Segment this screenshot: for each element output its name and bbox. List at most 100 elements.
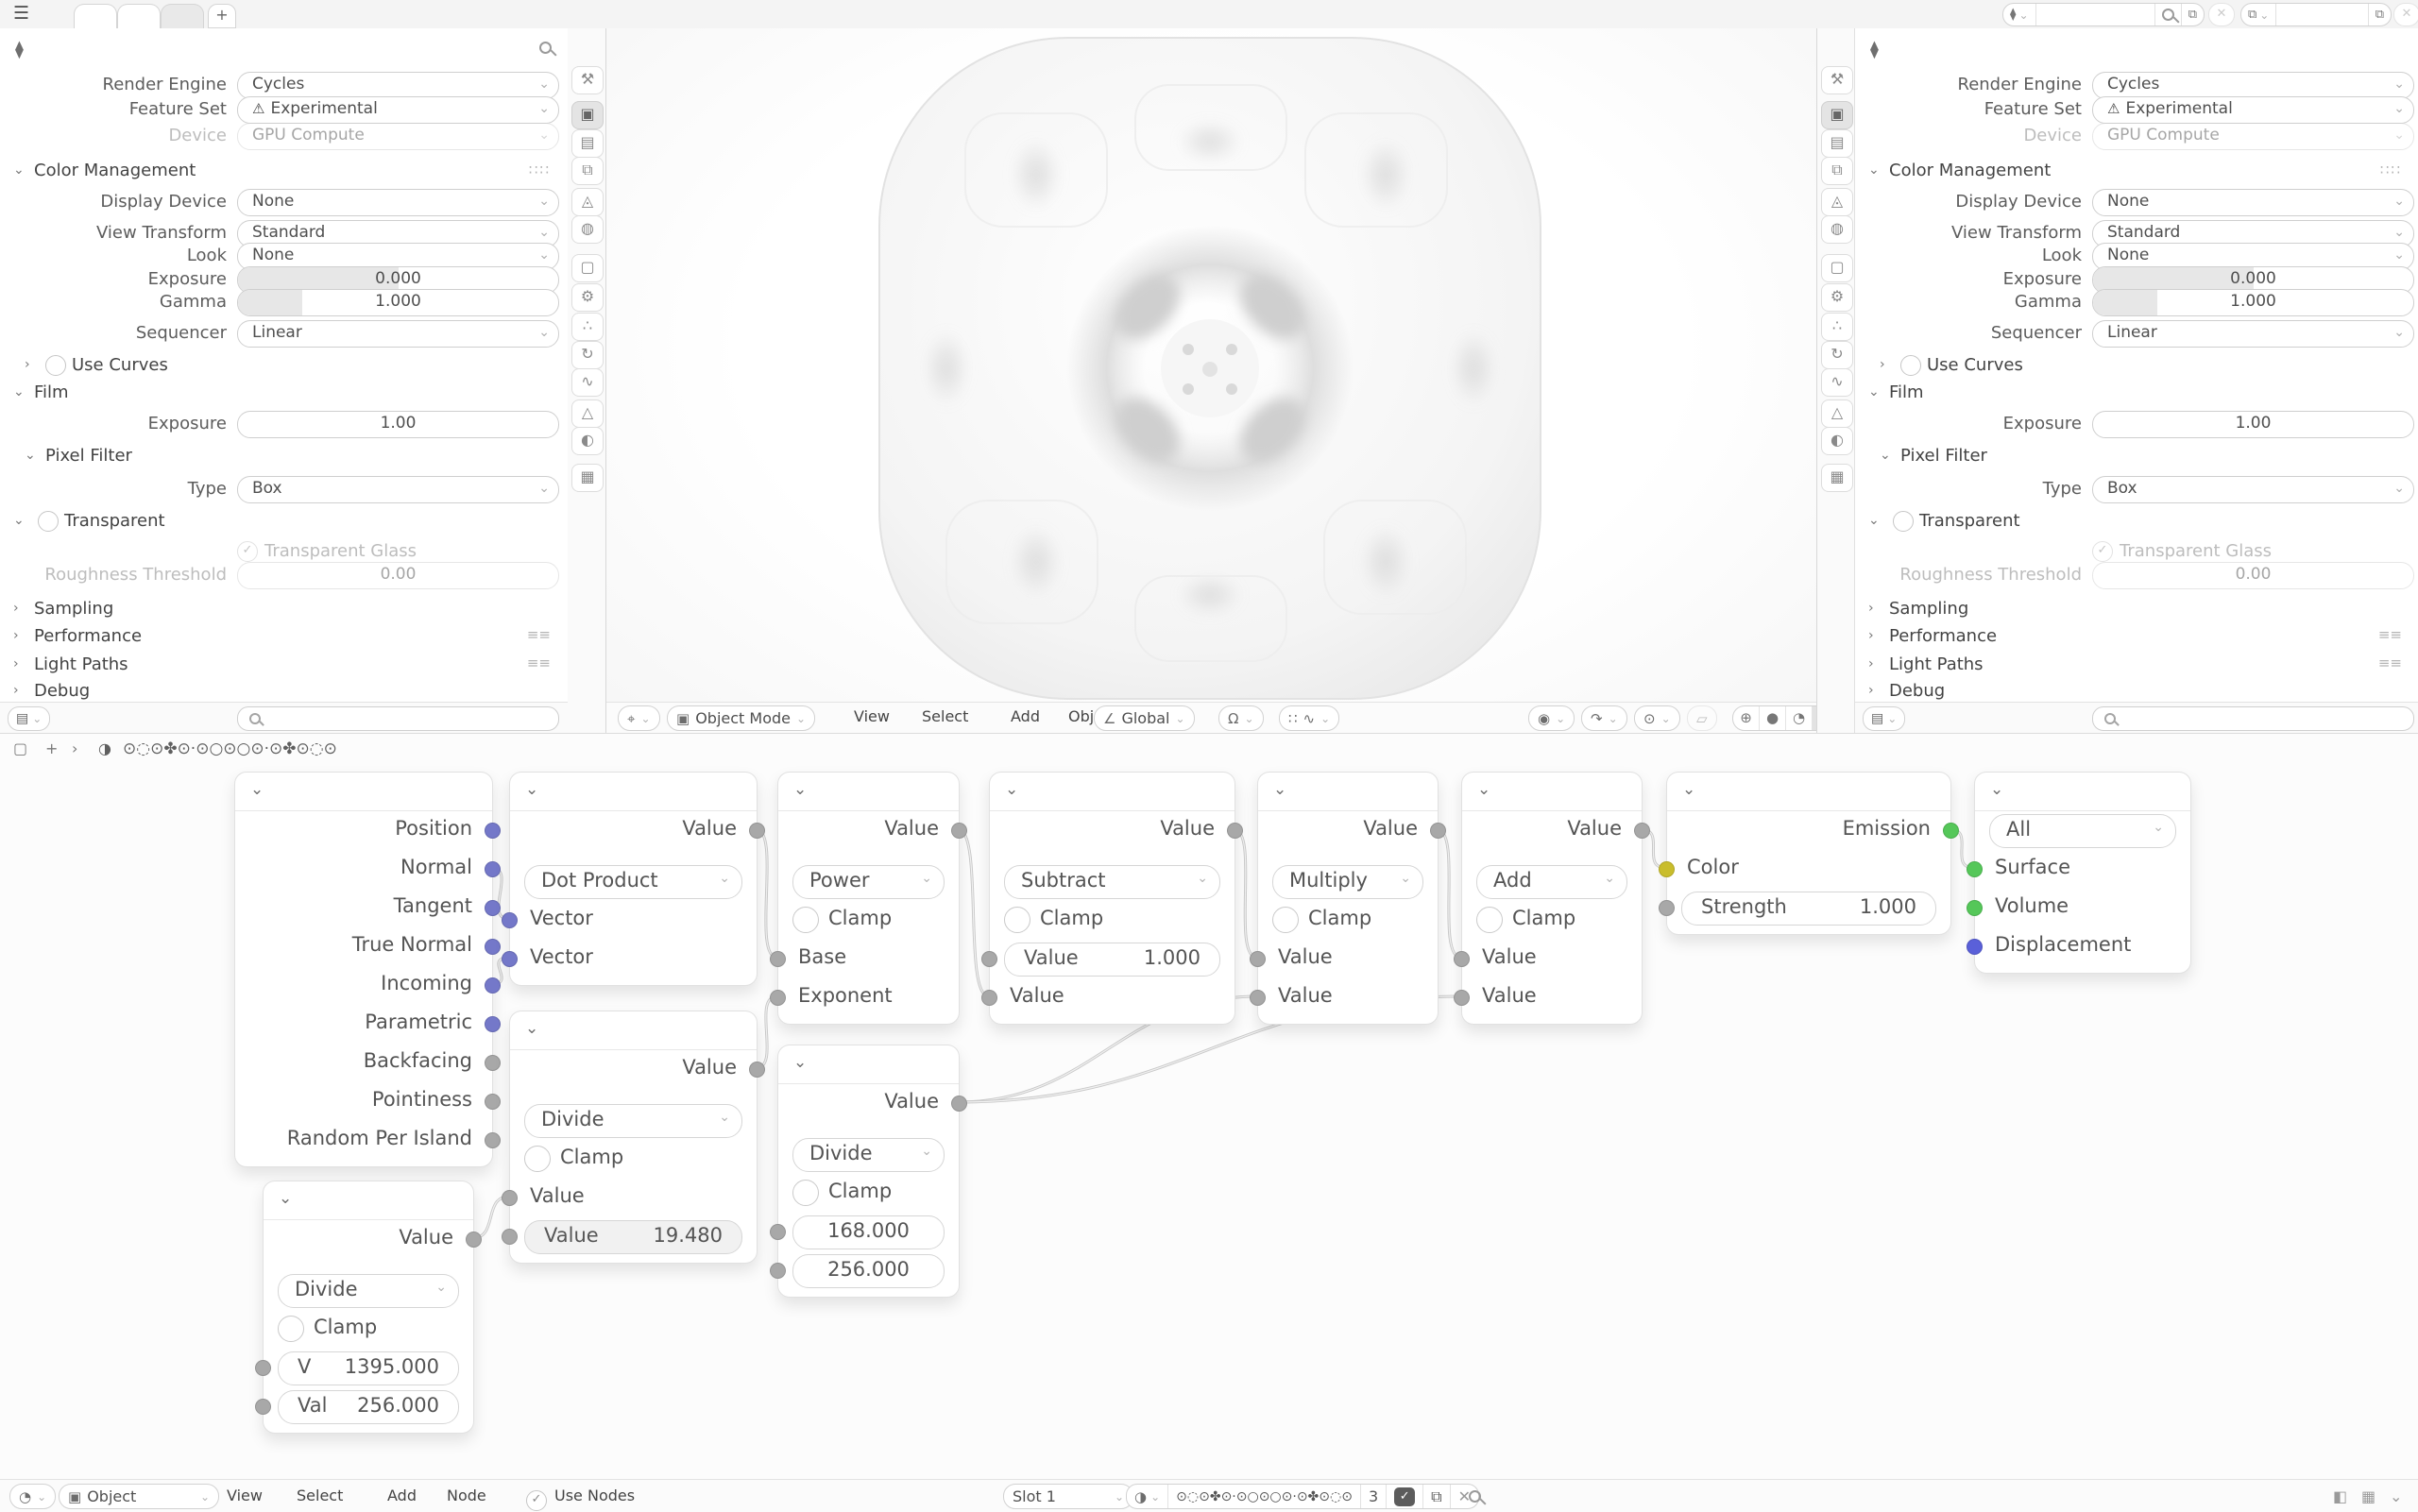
- pin-icon[interactable]: [2155, 4, 2182, 25]
- node-collapse-chevron-icon[interactable]: ⌄: [793, 780, 808, 799]
- properties-tab-object[interactable]: ▢: [1821, 254, 1853, 282]
- section-label-film[interactable]: Film: [1889, 382, 1924, 402]
- use-nodes-checkbox[interactable]: ✓ Use Nodes: [526, 1487, 635, 1511]
- node-operation-dropdown[interactable]: Dot Product ⌄: [524, 865, 742, 899]
- node-operation-dropdown[interactable]: Divide ⌄: [278, 1274, 459, 1308]
- clamp-checkbox[interactable]: [1004, 907, 1030, 933]
- hamburger-menu-icon[interactable]: ☰: [13, 3, 30, 24]
- output-socket[interactable]: [749, 1062, 765, 1078]
- properties-tab-constraints[interactable]: ∿: [571, 368, 604, 397]
- viewport-3d[interactable]: ⌖⌄▣Object Mode⌄ViewSelectAddObject∠Globa…: [606, 28, 1897, 733]
- section-menu-icon[interactable]: ≡≡: [2377, 626, 2402, 643]
- node-value-field[interactable]: Strength 1.000: [1681, 892, 1936, 926]
- output-socket[interactable]: [485, 977, 501, 994]
- section-chevron-icon[interactable]: ⌄: [13, 513, 25, 528]
- properties-tab-scene[interactable]: ◬: [1821, 188, 1853, 216]
- section-label-sampling[interactable]: Sampling: [1889, 599, 1969, 619]
- input-socket[interactable]: [770, 1224, 786, 1240]
- node-power[interactable]: ⌄ Value Power ⌄ Clamp Base Exponent: [770, 772, 967, 1025]
- property-input-exposure[interactable]: 1.00: [237, 411, 559, 438]
- node-collapse-chevron-icon[interactable]: ⌄: [1682, 780, 1696, 799]
- properties-tab-world[interactable]: ◍: [571, 215, 604, 244]
- input-socket[interactable]: [255, 1399, 271, 1415]
- material-droplet-icon[interactable]: ⧫ ⌄: [2003, 4, 2036, 25]
- input-socket[interactable]: [981, 951, 997, 967]
- gizmo-options[interactable]: ↷ ⌄: [1581, 705, 1627, 731]
- section-chevron-icon[interactable]: ›: [13, 628, 19, 643]
- section-menu-icon[interactable]: ≡≡: [2377, 654, 2402, 671]
- section-chevron-icon[interactable]: ›: [1868, 601, 1874, 616]
- input-socket[interactable]: [1967, 939, 1983, 955]
- snapping-options[interactable]: Ω ⌄: [1218, 705, 1264, 731]
- node-value-field[interactable]: 256.000: [792, 1254, 945, 1288]
- output-socket[interactable]: [951, 823, 967, 839]
- node-value-field[interactable]: Value 19.480: [524, 1220, 742, 1254]
- render-properties-breadcrumb-icon[interactable]: ⧫: [1870, 40, 1879, 59]
- overlay-toggle-icon[interactable]: ◧: [2333, 1487, 2348, 1505]
- input-socket[interactable]: [502, 1229, 518, 1245]
- input-socket[interactable]: [770, 951, 786, 967]
- input-socket[interactable]: [1967, 861, 1983, 877]
- section-label-color-management[interactable]: Color Management: [1889, 161, 2052, 180]
- output-socket[interactable]: [485, 900, 501, 916]
- close-icon[interactable]: ✕: [2208, 3, 2235, 26]
- properties-tab-modifiers[interactable]: ⚙: [1821, 283, 1853, 312]
- properties-tab-material[interactable]: ◐: [571, 427, 604, 455]
- copy-icon[interactable]: ⧉: [2375, 8, 2384, 22]
- output-socket[interactable]: [485, 939, 501, 955]
- section-label-use-curves[interactable]: Use Curves: [72, 355, 168, 375]
- material-browse-button[interactable]: ◑ ⌄: [1127, 1485, 1169, 1508]
- box-icon[interactable]: ▢: [13, 739, 28, 757]
- property-dropdown-render-engine[interactable]: Cycles ⌄: [2092, 72, 2414, 99]
- toggle-xray[interactable]: ▱: [1687, 705, 1717, 731]
- section-chevron-icon[interactable]: ›: [1868, 628, 1874, 643]
- node-collapse-chevron-icon[interactable]: ⌄: [1477, 780, 1491, 799]
- clamp-checkbox[interactable]: [1272, 907, 1299, 933]
- properties-tab-tool[interactable]: ⚒: [1821, 66, 1853, 94]
- output-socket[interactable]: [749, 823, 765, 839]
- node-value-field[interactable]: Value 1.000: [1004, 943, 1220, 977]
- editor-type-button[interactable]: ◔ ⌄: [9, 1484, 57, 1509]
- section-label-debug[interactable]: Debug: [1889, 681, 1946, 701]
- drag-handle-icon[interactable]: ∷∷: [2379, 161, 2402, 178]
- node-canvas[interactable]: ⌄ Position Normal Tangent True Normal Incomin…: [0, 764, 2418, 1480]
- section-label-performance[interactable]: Performance: [1889, 626, 1998, 646]
- checkbox-transparent-glass[interactable]: ✓: [237, 541, 258, 562]
- section-chevron-icon[interactable]: ›: [13, 683, 19, 698]
- snap-grid-icon[interactable]: ▦: [2361, 1487, 2376, 1505]
- checkbox-transparent-glass[interactable]: ✓: [2092, 541, 2113, 562]
- property-dropdown-device[interactable]: GPU Compute ⌄: [2092, 123, 2414, 150]
- node-value-field[interactable]: Val 256.000: [278, 1390, 459, 1424]
- section-chevron-icon[interactable]: ⌄: [13, 162, 25, 178]
- properties-tab-object-data[interactable]: △: [571, 399, 604, 428]
- copy-icon[interactable]: ⧉: [2188, 8, 2197, 22]
- properties-tab-output[interactable]: ▤: [571, 129, 604, 158]
- render-properties-breadcrumb-icon[interactable]: ⧫: [15, 40, 24, 59]
- properties-tab-physics[interactable]: ↻: [1821, 341, 1853, 369]
- node-operation-dropdown[interactable]: Add ⌄: [1476, 865, 1627, 899]
- input-socket[interactable]: [1659, 861, 1675, 877]
- section-chevron-icon[interactable]: ⌄: [1868, 162, 1880, 178]
- property-dropdown-type[interactable]: Box ⌄: [237, 476, 559, 503]
- input-socket[interactable]: [502, 1190, 518, 1206]
- menu-select[interactable]: Select: [297, 1487, 344, 1504]
- overlays-options[interactable]: ⊙ ⌄: [1634, 705, 1680, 731]
- node-collapse-chevron-icon[interactable]: ⌄: [525, 780, 539, 799]
- properties-tab-texture[interactable]: ▦: [1821, 464, 1853, 492]
- node-operation-dropdown[interactable]: Power ⌄: [792, 865, 945, 899]
- properties-tab-constraints[interactable]: ∿: [1821, 368, 1853, 397]
- node-multiply[interactable]: ⌄ Value Multiply ⌄ Clamp Value Value: [1250, 772, 1446, 1025]
- material-name-field[interactable]: ⊙◌⊙✤⊙·⊙○⊙○⊙·⊙✤⊙◌⊙: [1168, 1485, 1361, 1508]
- editor-type-button[interactable]: ▤ ⌄: [1863, 706, 1906, 731]
- property-dropdown-feature-set[interactable]: ⚠ Experimental ⌄: [2092, 96, 2414, 124]
- input-socket[interactable]: [502, 951, 518, 967]
- section-label-debug[interactable]: Debug: [34, 681, 91, 701]
- menu-select[interactable]: Select: [922, 707, 969, 725]
- node-collapse-chevron-icon[interactable]: ⌄: [1990, 780, 2004, 799]
- input-socket[interactable]: [770, 1263, 786, 1279]
- image-icon[interactable]: ⧉ ⌄: [2241, 4, 2277, 25]
- property-input-exposure[interactable]: 1.00: [2092, 411, 2414, 438]
- section-label-use-curves[interactable]: Use Curves: [1927, 355, 2023, 375]
- shader-type-selector[interactable]: ▣ Object ⌄: [59, 1484, 219, 1509]
- section-label-sampling[interactable]: Sampling: [34, 599, 114, 619]
